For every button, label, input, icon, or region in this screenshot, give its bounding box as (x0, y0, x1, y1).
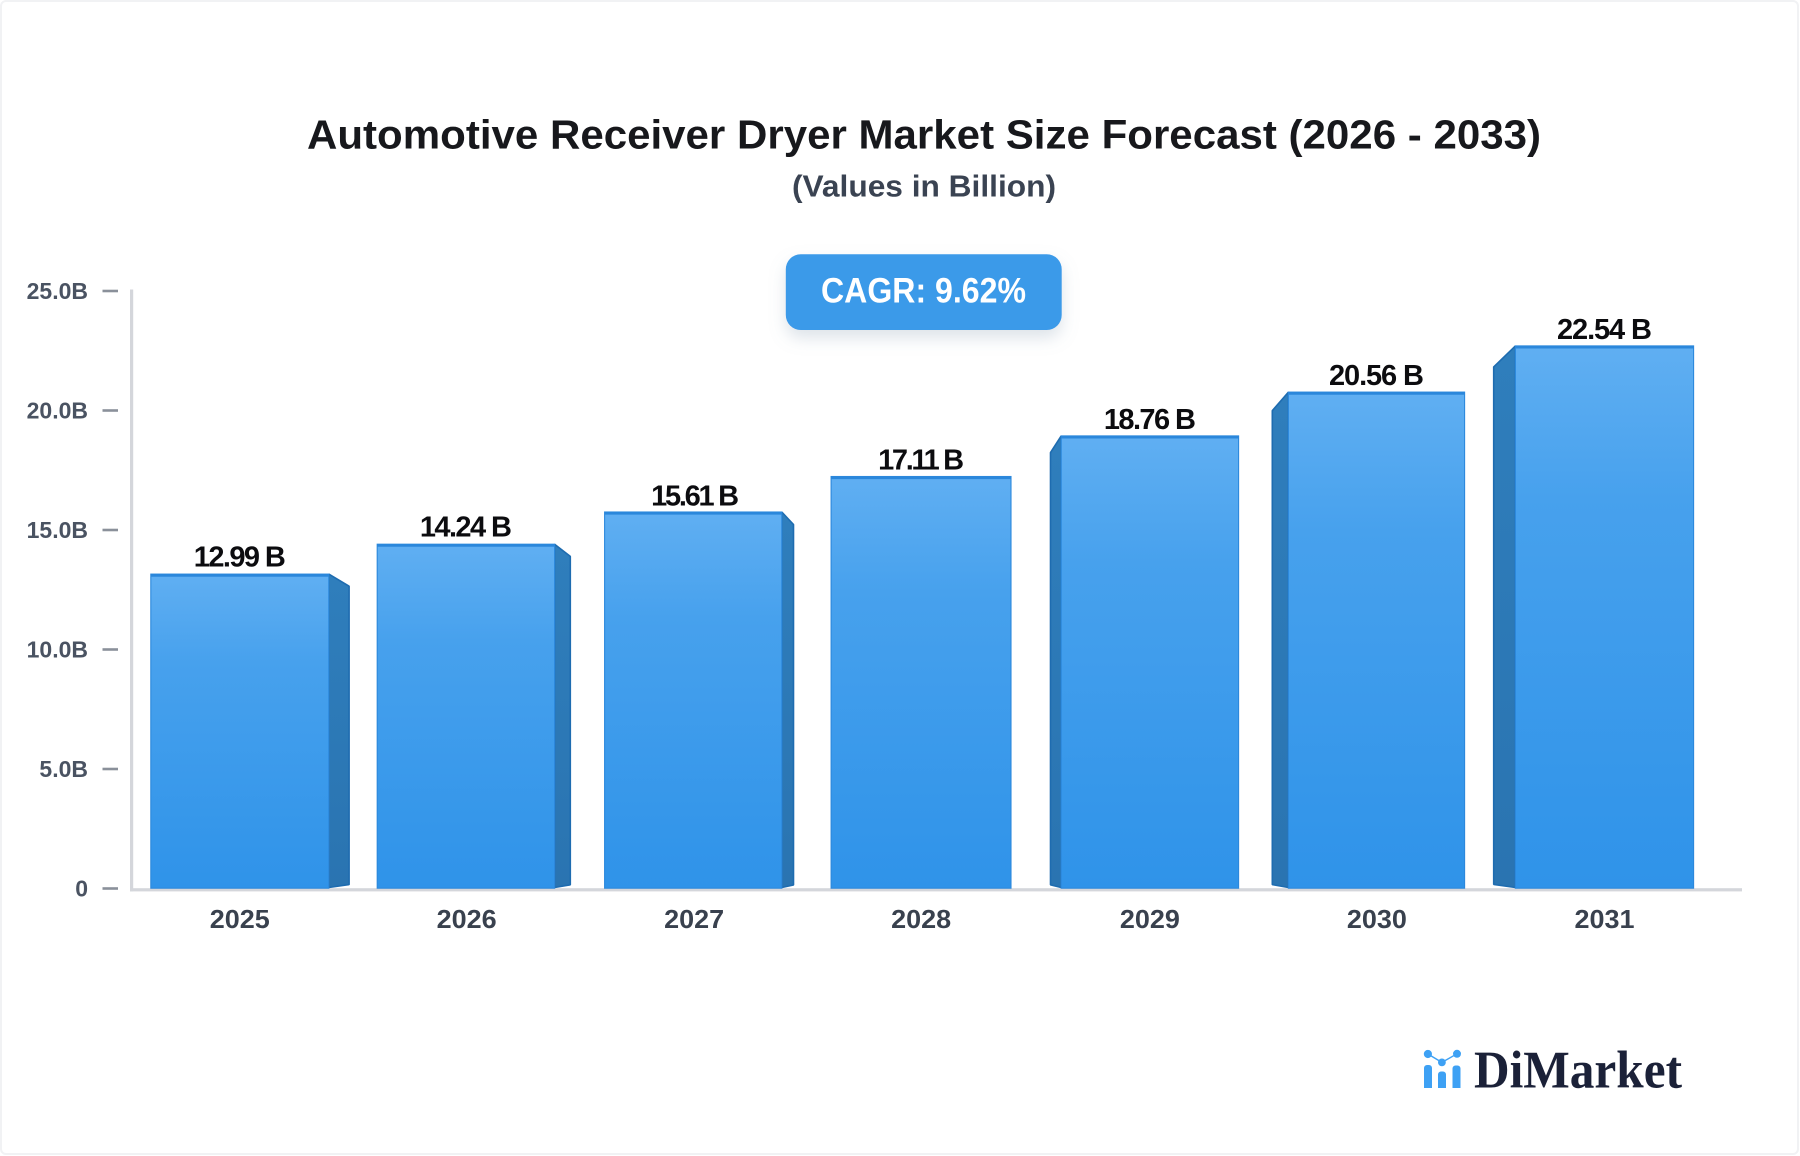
svg-text:20.0B: 20.0B (27, 398, 88, 424)
svg-text:2027: 2027 (664, 904, 724, 934)
svg-text:2025: 2025 (210, 904, 270, 934)
svg-text:12.99 B: 12.99 B (194, 542, 286, 574)
svg-text:2028: 2028 (891, 904, 951, 934)
svg-text:17.11 B: 17.11 B (878, 445, 964, 477)
svg-text:10.0B: 10.0B (27, 637, 88, 663)
svg-text:0: 0 (75, 876, 88, 902)
svg-text:2029: 2029 (1120, 904, 1180, 934)
svg-text:15.61 B: 15.61 B (651, 480, 739, 512)
svg-text:14.24 B: 14.24 B (420, 512, 512, 544)
svg-text:25.0B: 25.0B (27, 278, 88, 304)
svg-text:2030: 2030 (1347, 904, 1407, 934)
svg-text:Automotive Receiver Dryer Mark: Automotive Receiver Dryer Market Size Fo… (307, 112, 1541, 158)
svg-text:DiMarket: DiMarket (1474, 1041, 1682, 1099)
svg-text:15.0B: 15.0B (27, 517, 88, 543)
svg-text:5.0B: 5.0B (39, 756, 88, 782)
svg-text:CAGR: 9.62%: CAGR: 9.62% (821, 272, 1026, 311)
svg-text:22.54 B: 22.54 B (1557, 314, 1652, 346)
svg-text:2026: 2026 (437, 904, 497, 934)
svg-text:(Values in Billion): (Values in Billion) (792, 169, 1056, 204)
svg-text:18.76 B: 18.76 B (1104, 404, 1196, 436)
svg-text:2031: 2031 (1575, 904, 1635, 934)
svg-text:20.56 B: 20.56 B (1329, 360, 1424, 392)
